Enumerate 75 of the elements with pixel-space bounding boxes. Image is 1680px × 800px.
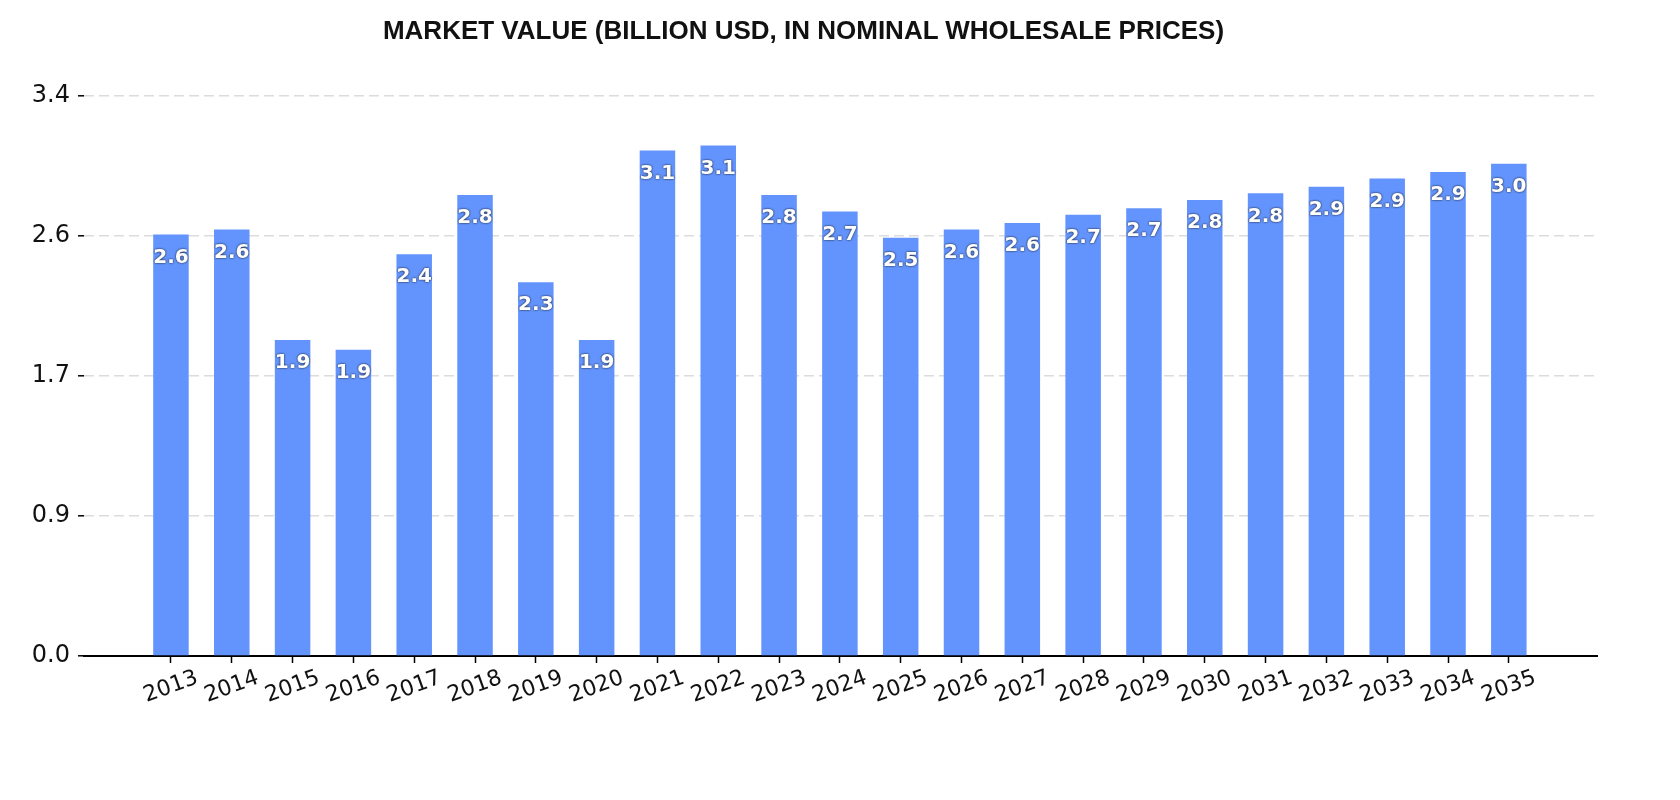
data-label: 2.5 (882, 247, 919, 271)
data-label: 2.8 (761, 204, 797, 229)
data-label: 2.7 (822, 220, 858, 245)
chart-title: MARKET VALUE (BILLION USD, IN NOMINAL WHOLESALE PRICES) (382, 14, 1225, 45)
data-label: 2.4 (396, 263, 432, 288)
data-label: 1.9 (274, 349, 311, 374)
data-label: 3.1 (700, 154, 736, 179)
y-tick-label: 0.9 (31, 500, 70, 529)
data-label: 3.0 (1491, 172, 1527, 197)
x-tick-label: 2017 (383, 663, 445, 707)
bar (943, 229, 980, 656)
x-tick-label: 2018 (443, 663, 505, 707)
x-tick-label: 2020 (565, 663, 627, 707)
data-label: 2.7 (1065, 223, 1101, 248)
bar (1065, 214, 1101, 656)
x-tick-label: 2028 (1051, 663, 1114, 707)
data-label: 1.9 (578, 349, 615, 374)
bar (822, 211, 858, 656)
y-tick-label: 3.4 (31, 80, 70, 109)
bar (396, 254, 432, 656)
x-tick-label: 2033 (1356, 663, 1418, 707)
x-tick-label: 2019 (504, 663, 566, 707)
bar (1369, 178, 1405, 656)
bar (1126, 208, 1162, 656)
data-label: 2.9 (1308, 195, 1345, 220)
data-label: 2.7 (1126, 217, 1162, 242)
bar (639, 150, 676, 656)
data-label: 2.8 (457, 204, 493, 229)
bar (335, 349, 372, 656)
data-label: 2.8 (1187, 209, 1223, 234)
bar (1430, 171, 1466, 656)
bar (274, 339, 311, 656)
bar (1247, 193, 1284, 656)
x-tick-label: 2027 (991, 663, 1053, 707)
x-tick-label: 2013 (139, 663, 201, 707)
bar (1308, 186, 1345, 656)
data-label: 2.8 (1247, 202, 1284, 227)
x-tick-label: 2030 (1173, 663, 1235, 707)
data-label: 2.6 (214, 238, 250, 263)
bar (153, 234, 189, 656)
x-tick-label: 2034 (1416, 663, 1478, 707)
bar (457, 194, 493, 656)
x-tick-label: 2021 (626, 663, 688, 707)
data-label: 2.9 (1430, 181, 1466, 206)
x-tick-label: 2026 (930, 663, 992, 707)
y-tick-label: 0.0 (31, 640, 70, 669)
x-tick-label: 2025 (869, 663, 931, 707)
bar (578, 339, 615, 656)
x-tick-label: 2035 (1477, 663, 1539, 707)
data-label: 2.3 (518, 291, 554, 316)
x-tick-label: 2029 (1112, 663, 1174, 707)
x-tick-label: 2015 (261, 663, 323, 707)
data-label: 3.1 (639, 159, 676, 184)
x-tick-label: 2032 (1295, 663, 1357, 707)
data-label: 2.6 (943, 238, 980, 263)
x-tick-label: 2022 (687, 663, 749, 707)
bar (1004, 222, 1041, 656)
data-label: 2.9 (1369, 187, 1405, 212)
bar (518, 282, 554, 656)
y-tick-label: 2.6 (31, 220, 70, 249)
x-tick-label: 2023 (747, 663, 810, 707)
x-tick-label: 2024 (808, 663, 870, 707)
x-tick-label: 2016 (322, 663, 384, 707)
bar (761, 194, 797, 656)
bar (882, 237, 919, 656)
data-label: 2.6 (153, 243, 189, 268)
data-label: 1.9 (335, 358, 372, 383)
bar (1187, 199, 1223, 656)
x-tick-label: 2014 (200, 663, 262, 707)
bar (214, 229, 250, 656)
x-tick-label: 2031 (1234, 663, 1296, 707)
y-tick-label: 1.7 (31, 360, 70, 389)
bar (1491, 163, 1527, 656)
data-label: 2.6 (1004, 232, 1041, 257)
bar (700, 145, 737, 656)
